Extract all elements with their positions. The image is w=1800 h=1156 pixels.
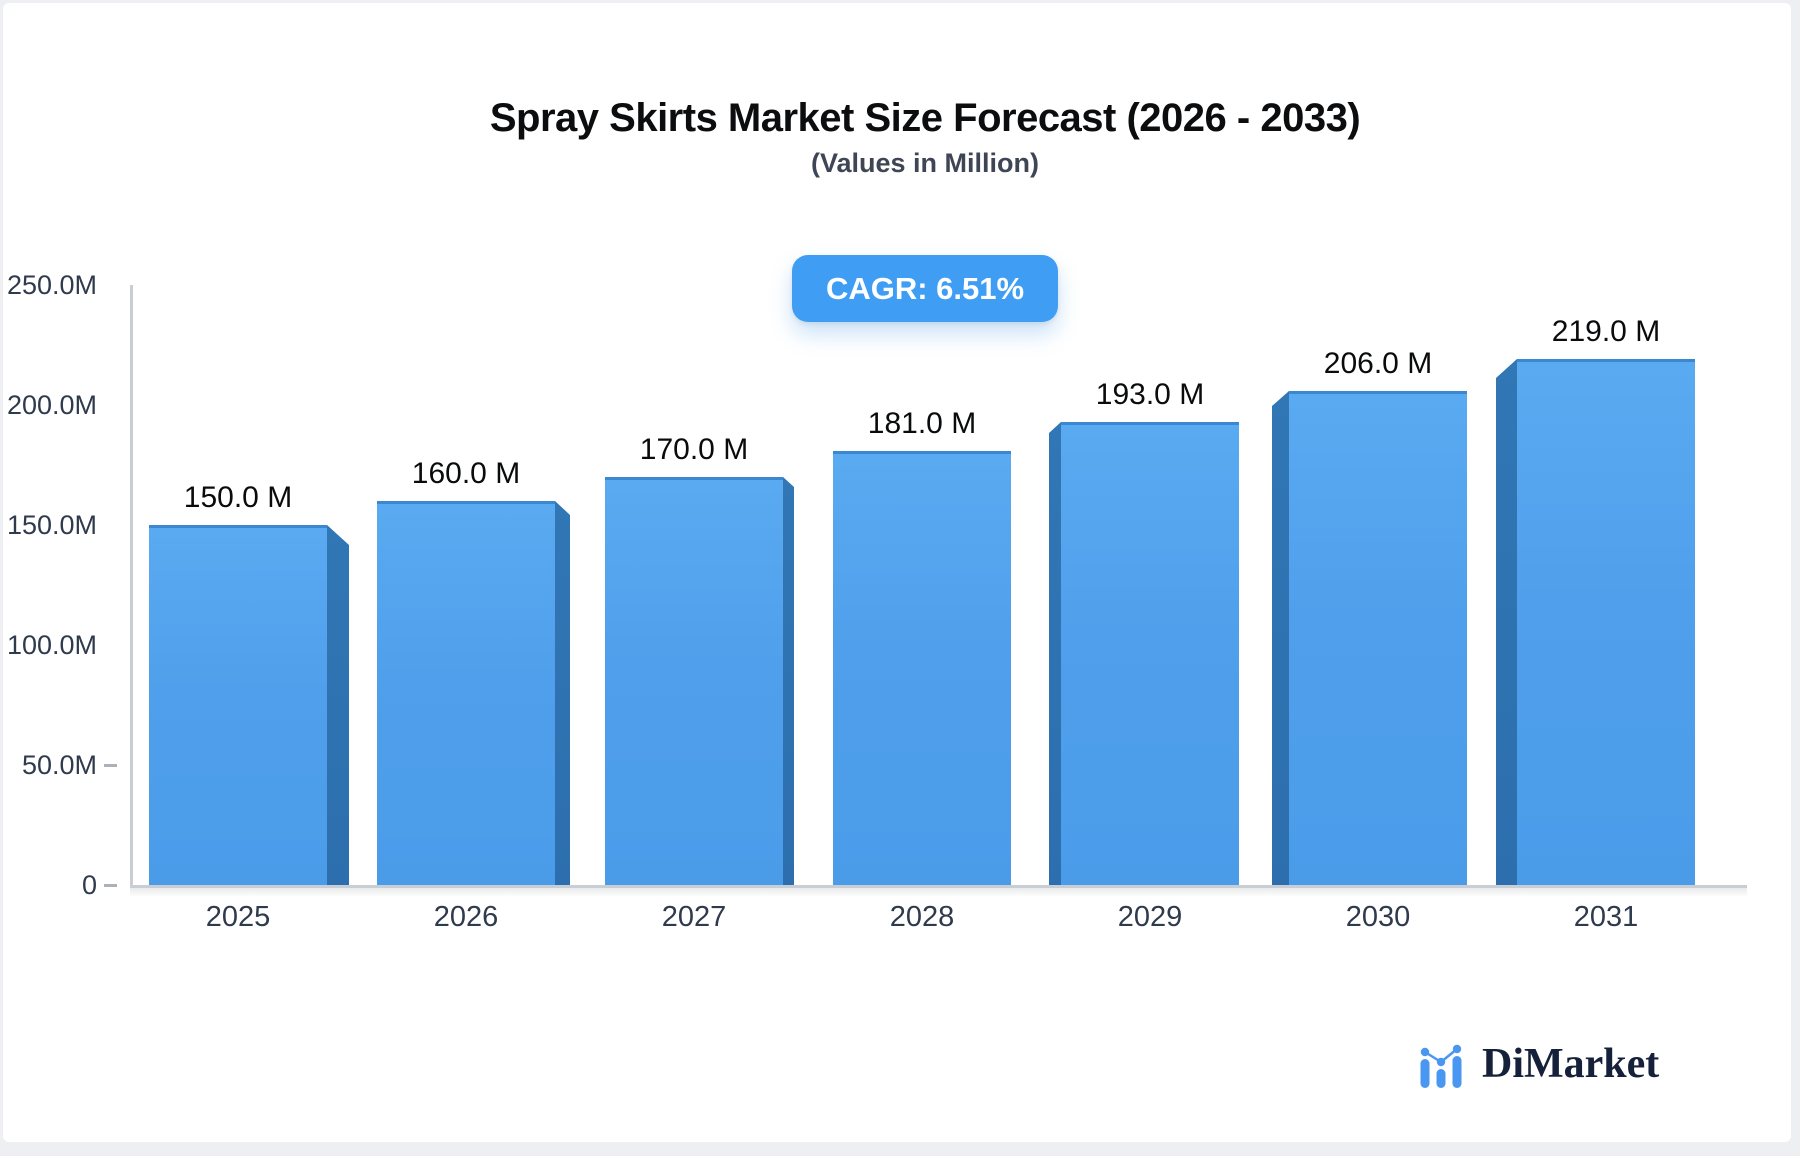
bar-value-label: 181.0 M [867,407,977,440]
y-tick-label: 150.0M [6,510,97,540]
bar-2030 [1289,391,1467,885]
x-axis-shadow [130,888,1747,897]
bar-value-label: 219.0 M [1551,315,1661,348]
bar-2029 [1061,422,1239,885]
x-axis-label-2027: 2027 [661,901,727,933]
chart-title: Spray Skirts Market Size Forecast (2026 … [489,96,1361,140]
bar-flank-2026 [555,501,570,885]
bar-flank-2025 [327,525,349,885]
bar-2028 [833,451,1011,885]
bar-2025 [149,525,327,885]
bar-value-label: 193.0 M [1095,378,1205,411]
x-axis-label-2029: 2029 [1117,901,1183,933]
chart-subtitle: (Values in Million) [810,148,1040,178]
bar-2027 [605,477,783,885]
bar-flank-2027 [783,477,794,885]
bar-2031 [1517,359,1695,885]
x-axis-line [130,885,1747,888]
bar-chart-logo-icon [1420,1044,1462,1088]
x-axis-label-2025: 2025 [205,901,271,933]
y-tick-label: 50.0M [21,750,97,780]
y-axis-line [130,285,133,888]
x-axis-label-2030: 2030 [1345,901,1411,933]
bar-flank-2029 [1049,422,1061,885]
dimarket-logo: DiMarket [1418,1038,1659,1090]
bar-2026 [377,501,555,885]
bar-value-label: 206.0 M [1323,347,1433,380]
bar-value-label: 160.0 M [411,457,521,490]
y-tick-label: 250.0M [6,270,97,300]
bar-flank-2031 [1496,359,1517,885]
logo-text: DiMarket [1482,1041,1660,1087]
x-axis-label-2031: 2031 [1573,901,1639,933]
x-axis-label-2026: 2026 [433,901,499,933]
bar-value-label: 150.0 M [183,481,293,514]
cagr-badge: CAGR: 6.51% [792,255,1058,322]
bar-value-label: 170.0 M [639,433,749,466]
y-tick-label: 200.0M [6,390,97,420]
bar-flank-2030 [1272,391,1289,885]
y-tick-mark [104,764,117,767]
y-tick-label: 100.0M [6,630,97,660]
y-tick-mark [104,884,117,887]
y-tick-label: 0 [81,870,97,900]
x-axis-label-2028: 2028 [889,901,955,933]
